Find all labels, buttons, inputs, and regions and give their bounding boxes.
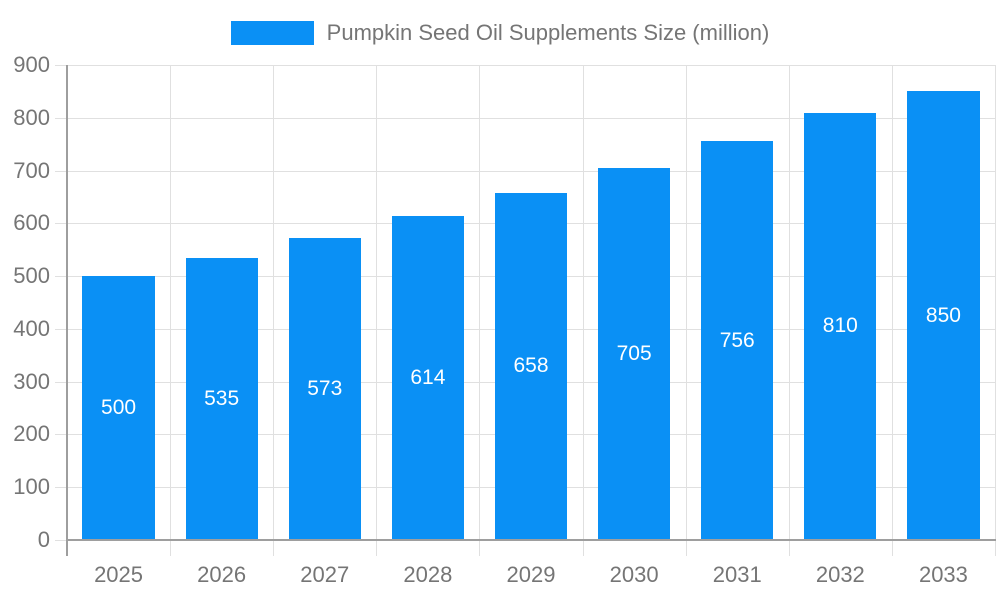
- y-axis-line: [66, 65, 68, 556]
- bar-value-label: 810: [822, 314, 858, 338]
- y-gridline: [55, 65, 995, 66]
- chart-legend[interactable]: Pumpkin Seed Oil Supplements Size (milli…: [0, 20, 1000, 46]
- x-axis-label: 2025: [94, 562, 144, 587]
- x-gridline: [582, 65, 584, 556]
- x-gridline: [891, 65, 893, 556]
- bar-2025[interactable]: [82, 276, 155, 539]
- y-axis-label: 800: [13, 104, 50, 130]
- y-axis-label: 600: [13, 210, 50, 236]
- x-gridline: [685, 65, 687, 556]
- y-axis-label: 200: [13, 421, 50, 447]
- x-gridline: [273, 65, 275, 556]
- bar-value-label: 500: [101, 396, 137, 420]
- legend-label: Pumpkin Seed Oil Supplements Size (milli…: [326, 20, 770, 45]
- x-axis-label: 2032: [815, 562, 865, 587]
- bar-2033[interactable]: [907, 91, 980, 539]
- bar-value-label: 705: [616, 341, 652, 365]
- bar-value-label: 850: [925, 303, 961, 327]
- x-gridline: [170, 65, 172, 556]
- x-axis-label: 2028: [403, 562, 453, 587]
- x-gridline: [995, 65, 996, 556]
- bar-2030[interactable]: [598, 167, 671, 539]
- x-gridline: [788, 65, 790, 556]
- legend-swatch: [230, 21, 314, 45]
- y-axis-label: 100: [13, 474, 50, 500]
- y-axis-label: 700: [13, 157, 50, 183]
- y-axis-label: 900: [13, 52, 50, 77]
- y-axis-label: 500: [13, 263, 50, 289]
- x-gridline: [479, 65, 481, 556]
- x-axis-line: [66, 539, 996, 541]
- x-gridline: [376, 65, 378, 556]
- bar-value-label: 535: [204, 386, 240, 410]
- bar-value-label: 756: [719, 328, 755, 352]
- bar-2031[interactable]: [701, 141, 774, 539]
- x-axis-label: 2033: [918, 562, 968, 587]
- x-axis-label: 2029: [506, 562, 556, 587]
- x-axis-label: 2030: [609, 562, 659, 587]
- bar-2029[interactable]: [494, 192, 568, 539]
- y-gridline: [55, 170, 995, 172]
- bar-2032[interactable]: [804, 112, 877, 539]
- bar-2027[interactable]: [288, 237, 361, 539]
- y-gridline: [55, 117, 995, 119]
- bar-value-label: 573: [307, 376, 343, 400]
- y-axis-label: 0: [37, 527, 50, 552]
- bar-2026[interactable]: [185, 257, 258, 539]
- bar-2028[interactable]: [391, 215, 464, 539]
- x-axis-label: 2031: [712, 562, 762, 587]
- y-axis-label: 300: [13, 368, 50, 394]
- x-axis-label: 2027: [300, 562, 350, 587]
- y-axis-label: 400: [13, 315, 50, 341]
- x-axis-label: 2026: [197, 562, 247, 587]
- bar-value-label: 614: [410, 365, 446, 389]
- bar-value-label: 658: [513, 354, 549, 378]
